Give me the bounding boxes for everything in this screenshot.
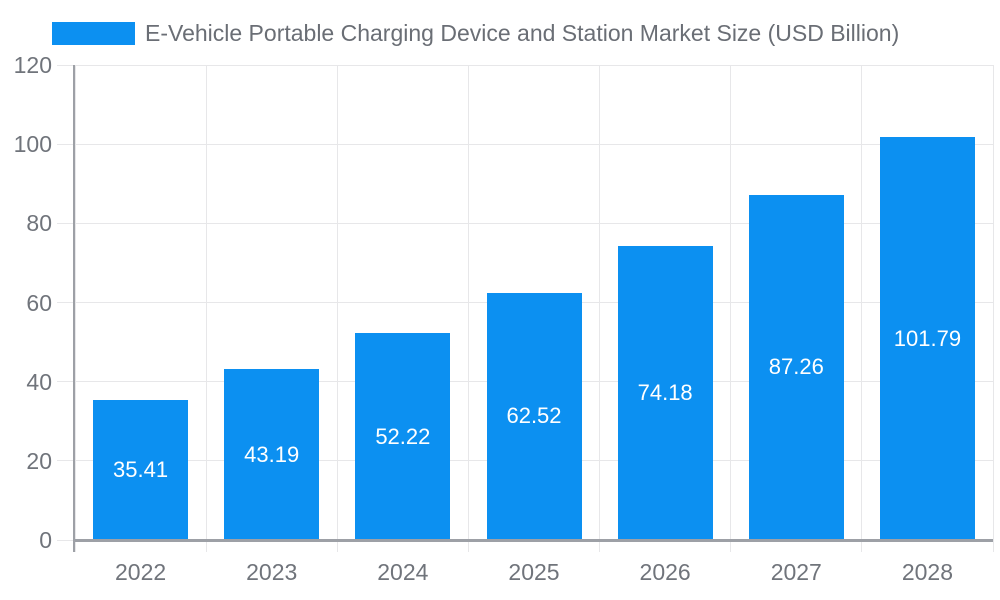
bar-value-label: 62.52 <box>506 403 562 429</box>
y-tick-label: 40 <box>26 368 52 395</box>
x-tick-label: 2024 <box>377 559 429 585</box>
bar: 62.52 <box>486 292 582 540</box>
bar-value-label: 52.22 <box>375 423 431 449</box>
chart-title: E-Vehicle Portable Charging Device and S… <box>145 20 900 46</box>
y-gridline <box>57 222 993 224</box>
bar: 74.18 <box>617 246 713 540</box>
bar-value-label: 87.26 <box>768 354 824 380</box>
y-gridline <box>57 64 993 66</box>
x-tick-label: 2028 <box>901 559 953 585</box>
bar: 101.79 <box>879 137 975 540</box>
y-tick-label: 20 <box>26 447 52 474</box>
x-gridline <box>861 65 863 552</box>
bar-value-label: 74.18 <box>637 380 693 406</box>
y-axis-line <box>73 65 75 552</box>
x-tick-label: 2022 <box>114 559 167 585</box>
x-gridline <box>599 65 601 552</box>
x-gridline <box>336 65 338 552</box>
legend-swatch <box>52 22 135 45</box>
x-gridline <box>730 65 732 552</box>
y-tick-label: 60 <box>26 289 52 316</box>
y-tick <box>57 539 75 541</box>
bar-value-label: 101.79 <box>893 325 962 351</box>
x-gridline <box>992 65 994 552</box>
x-gridline <box>74 65 76 552</box>
x-tick-label: 2027 <box>770 559 822 585</box>
bar: 43.19 <box>224 369 320 540</box>
x-axis-line <box>73 538 993 542</box>
y-tick-label: 0 <box>39 527 52 553</box>
bar: 52.22 <box>355 333 451 540</box>
y-tick-label: 120 <box>13 52 52 78</box>
x-tick-label: 2025 <box>508 559 560 585</box>
x-tick-label: 2026 <box>639 559 691 585</box>
x-gridline <box>205 65 207 552</box>
x-gridline <box>467 65 469 552</box>
x-tick-label: 2023 <box>246 559 298 585</box>
y-gridline <box>57 143 993 145</box>
y-tick-label: 80 <box>26 210 52 237</box>
bar: 35.41 <box>93 399 189 540</box>
y-tick-label: 100 <box>13 131 52 158</box>
bar: 87.26 <box>748 194 844 540</box>
bar-value-label: 43.19 <box>244 441 300 467</box>
bar-value-label: 35.41 <box>113 456 169 482</box>
legend: E-Vehicle Portable Charging Device and S… <box>52 20 899 47</box>
